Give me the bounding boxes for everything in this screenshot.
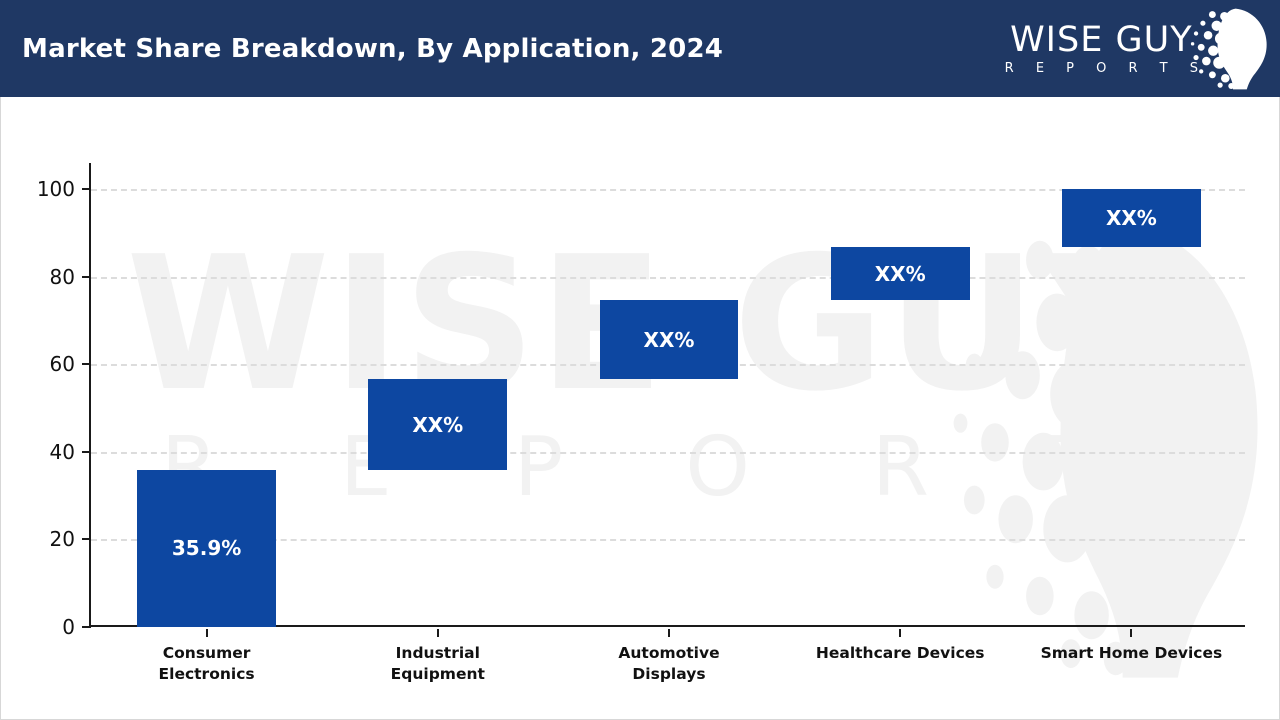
bar-value-label: XX%	[643, 327, 695, 352]
gridline	[91, 189, 1245, 192]
y-tick-label: 0	[62, 615, 75, 639]
y-tick-label: 40	[49, 439, 75, 464]
gridline	[91, 451, 1245, 454]
brand-name: WISE GUY	[1010, 20, 1193, 61]
bar-segment: XX%	[368, 379, 508, 470]
x-tick-mark	[436, 629, 439, 637]
y-tick-label: 100	[36, 177, 75, 202]
gridline	[91, 539, 1245, 542]
x-tick-mark	[668, 629, 670, 637]
x-tick-mark	[205, 629, 208, 637]
brand-subname: R E P O R T S	[1004, 60, 1207, 76]
y-tick-mark	[82, 275, 91, 278]
y-tick-label: 60	[49, 352, 75, 377]
gridline	[91, 276, 1245, 279]
y-tick-mark	[82, 626, 91, 628]
bar-value-label: XX%	[1105, 206, 1157, 231]
y-tick-label: 20	[49, 527, 75, 552]
bar-segment: XX%	[830, 247, 970, 301]
plot-area: 0 20 40 60 80 100 35.9% Consumer Electronics XX%…	[37, 163, 1245, 683]
x-axis-category-label: Automotive Displays	[618, 644, 720, 683]
x-axis-category-label: Smart Home Devices	[1040, 644, 1223, 662]
bar-segment: XX%	[1062, 189, 1201, 248]
x-axis-category-label: Consumer Electronics	[158, 644, 255, 683]
bar-value-label: 35.9%	[171, 536, 242, 561]
x-axis-category-label: Healthcare Devices	[815, 644, 985, 662]
chart-area: WISE GUY R E P O R T S 02040608010035.9%…	[0, 97, 1280, 720]
bar-value-label: XX%	[412, 412, 464, 437]
y-tick-mark	[82, 450, 91, 453]
bar-segment: 35.9%	[137, 469, 276, 627]
y-tick-label: 80	[49, 264, 75, 289]
bar-segment: XX%	[599, 300, 739, 380]
x-axis-category-label: Industrial Equipment	[390, 644, 485, 683]
header-bar: Market Share Breakdown, By Application, …	[0, 0, 1280, 97]
y-tick-mark	[82, 188, 91, 191]
x-tick-mark	[1130, 629, 1133, 637]
brand-logo: WISE GUY R E P O R T S	[1005, 4, 1270, 94]
bar-value-label: XX%	[874, 261, 926, 286]
y-tick-mark	[82, 538, 91, 541]
x-tick-mark	[899, 629, 902, 637]
chart-title: Market Share Breakdown, By Application, …	[22, 33, 724, 64]
y-tick-mark	[82, 363, 91, 366]
face-dots-icon	[1190, 8, 1267, 90]
brand-logo-text: WISE GUY R E P O R T S	[1005, 22, 1198, 76]
